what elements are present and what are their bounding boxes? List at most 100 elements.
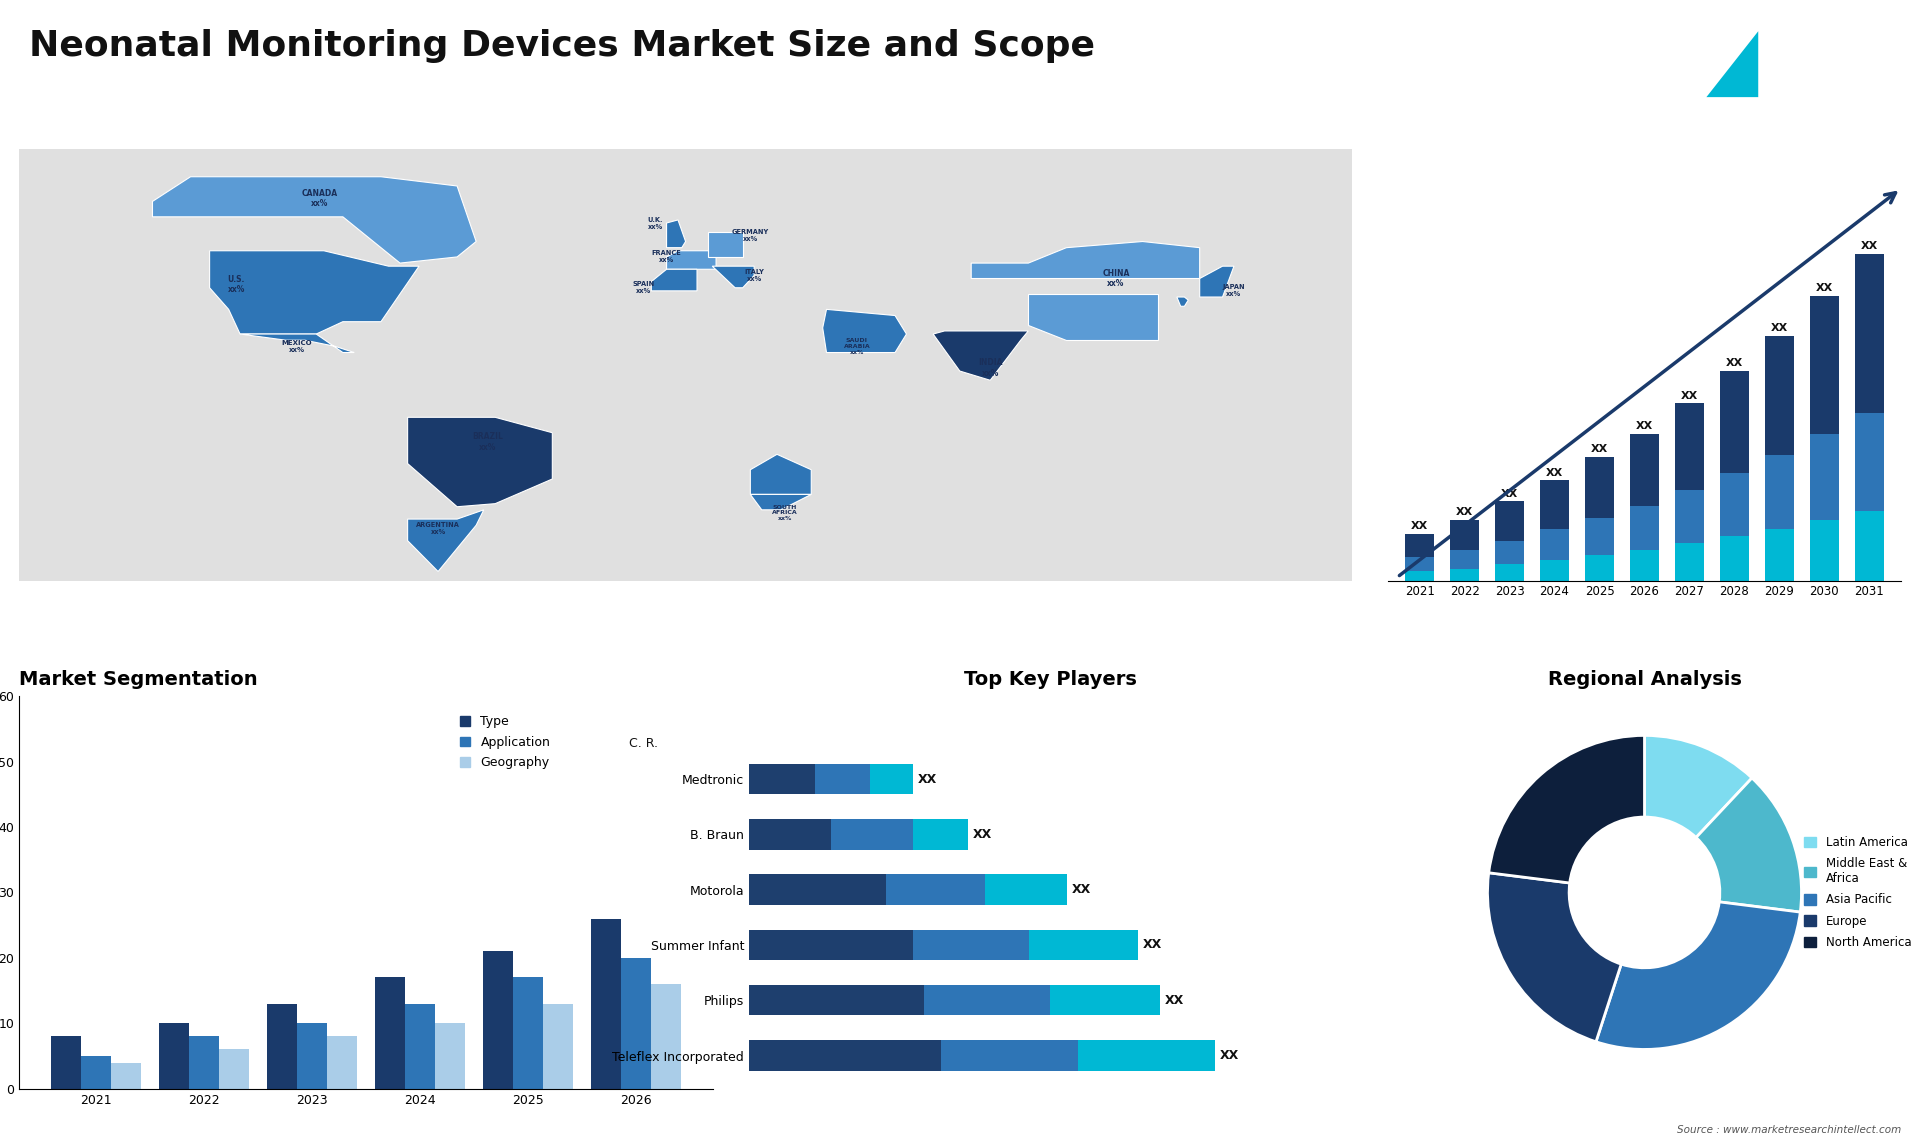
Text: Source : www.marketresearchintellect.com: Source : www.marketresearchintellect.com <box>1676 1124 1901 1135</box>
Bar <box>1811 296 1839 433</box>
Bar <box>1811 520 1839 581</box>
Bar <box>1450 550 1478 570</box>
Bar <box>1764 529 1793 581</box>
Polygon shape <box>751 454 812 494</box>
Bar <box>591 919 620 1089</box>
Text: XX: XX <box>1726 358 1743 368</box>
Text: SAUDI
ARABIA
xx%: SAUDI ARABIA xx% <box>843 338 870 354</box>
Bar <box>1674 489 1705 543</box>
Bar <box>924 986 1050 1015</box>
Text: XX: XX <box>1546 468 1563 478</box>
Text: U.S.
xx%: U.S. xx% <box>228 275 246 295</box>
Bar <box>1720 473 1749 536</box>
Text: Market Segmentation: Market Segmentation <box>19 670 257 689</box>
Legend: Type, Application, Geography: Type, Application, Geography <box>455 711 555 775</box>
Title: Regional Analysis: Regional Analysis <box>1548 670 1741 689</box>
Bar <box>1450 570 1478 581</box>
Text: XX: XX <box>1455 508 1473 517</box>
Bar <box>50 1036 81 1089</box>
Polygon shape <box>666 251 716 269</box>
Bar <box>1540 529 1569 559</box>
Polygon shape <box>708 233 743 257</box>
Bar <box>267 1004 298 1089</box>
Bar <box>111 1062 142 1089</box>
Bar <box>1855 511 1884 581</box>
Bar <box>405 1004 436 1089</box>
Text: BRAZIL
xx%: BRAZIL xx% <box>472 432 503 452</box>
Polygon shape <box>1200 266 1235 297</box>
Bar <box>81 1055 111 1089</box>
Wedge shape <box>1488 873 1620 1042</box>
Text: XX: XX <box>1501 488 1519 499</box>
Bar <box>914 819 968 849</box>
Polygon shape <box>209 251 419 333</box>
Wedge shape <box>1596 902 1801 1050</box>
Bar <box>1496 565 1524 581</box>
Text: FRANCE
xx%: FRANCE xx% <box>651 251 682 264</box>
FancyBboxPatch shape <box>12 143 1359 587</box>
Bar <box>159 1023 188 1089</box>
Text: C. R.: C. R. <box>630 737 659 751</box>
Text: ITALY
xx%: ITALY xx% <box>745 269 764 282</box>
Text: CHINA
xx%: CHINA xx% <box>1102 269 1129 288</box>
Bar <box>219 1050 250 1089</box>
Bar <box>1720 536 1749 581</box>
Text: U.K.
xx%: U.K. xx% <box>647 217 662 229</box>
Bar <box>1811 433 1839 520</box>
Bar <box>374 978 405 1089</box>
Wedge shape <box>1695 778 1801 912</box>
Bar <box>1496 541 1524 565</box>
Polygon shape <box>407 510 484 572</box>
Bar <box>749 764 814 794</box>
Bar <box>1077 1041 1215 1070</box>
Bar <box>620 958 651 1089</box>
Bar <box>1630 433 1659 507</box>
Bar <box>1764 336 1793 455</box>
Bar <box>513 978 543 1089</box>
Polygon shape <box>651 269 697 291</box>
Polygon shape <box>751 494 812 510</box>
Bar <box>941 1041 1077 1070</box>
Polygon shape <box>1029 293 1158 340</box>
Polygon shape <box>407 417 553 507</box>
Text: CANADA
xx%: CANADA xx% <box>301 189 338 209</box>
Text: RESEARCH: RESEARCH <box>1776 57 1830 66</box>
Bar <box>436 1023 465 1089</box>
Text: XX: XX <box>1860 241 1878 251</box>
Bar <box>298 1023 326 1089</box>
Text: XX: XX <box>1411 521 1428 532</box>
Text: XX: XX <box>1165 994 1185 1006</box>
Bar <box>1630 550 1659 581</box>
Polygon shape <box>1707 31 1759 97</box>
Text: XX: XX <box>1680 391 1697 401</box>
Bar <box>1855 254 1884 413</box>
Title: Top Key Players: Top Key Players <box>964 670 1137 689</box>
Bar <box>1029 929 1139 960</box>
Polygon shape <box>933 331 1029 380</box>
Text: XX: XX <box>1770 323 1788 332</box>
Text: INTELLECT: INTELLECT <box>1776 80 1830 89</box>
Text: GERMANY
xx%: GERMANY xx% <box>732 229 770 242</box>
Bar <box>1405 572 1434 581</box>
Wedge shape <box>1645 736 1751 838</box>
Text: SPAIN
xx%: SPAIN xx% <box>632 281 655 295</box>
Bar <box>1540 559 1569 581</box>
Bar <box>1584 457 1615 518</box>
Text: INDIA
xx%: INDIA xx% <box>977 359 1002 378</box>
Bar <box>831 819 914 849</box>
Bar <box>749 986 924 1015</box>
Bar <box>914 929 1029 960</box>
Bar <box>543 1004 574 1089</box>
Bar <box>1720 370 1749 473</box>
Bar <box>749 1041 941 1070</box>
Text: ARGENTINA
xx%: ARGENTINA xx% <box>417 521 461 535</box>
Bar <box>1855 413 1884 511</box>
Polygon shape <box>152 176 476 264</box>
Polygon shape <box>666 220 685 248</box>
Bar <box>1450 520 1478 550</box>
Bar <box>1674 403 1705 489</box>
Bar <box>749 874 885 905</box>
Bar <box>1540 480 1569 529</box>
Bar <box>1584 518 1615 555</box>
Bar <box>1050 986 1160 1015</box>
